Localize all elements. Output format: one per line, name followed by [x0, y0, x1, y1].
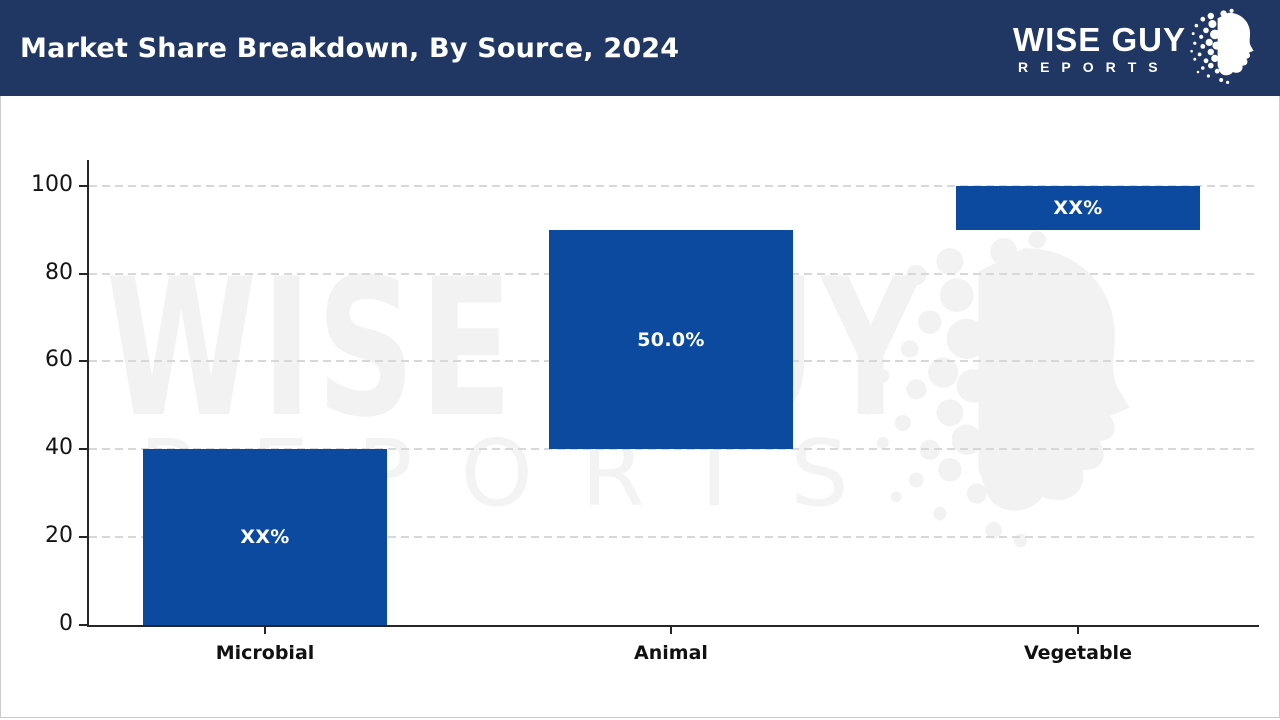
- x-axis-tick-mark: [1077, 627, 1079, 634]
- y-axis-tick-mark: [79, 184, 88, 187]
- y-axis-tick-mark: [79, 536, 88, 539]
- gridline: [89, 184, 1259, 187]
- bar-chart: 0 20 40 60 80 100 XX% Microbial 50.0% Animal XX% Ve…: [1, 96, 1279, 717]
- y-axis-tick-label: 0: [59, 611, 73, 636]
- y-axis-tick-label: 40: [45, 435, 73, 461]
- bar-microbial: XX%: [143, 449, 387, 625]
- x-axis-tick-mark: [670, 627, 672, 634]
- x-axis-tick-mark: [264, 627, 266, 634]
- y-axis-tick-mark: [79, 448, 88, 451]
- brand-subtitle: REPORTS: [1017, 58, 1170, 75]
- y-axis-line: [87, 160, 89, 627]
- page-title: Market Share Breakdown, By Source, 2024: [20, 32, 680, 64]
- brand-name: WISE GUY: [1012, 20, 1186, 58]
- y-axis-tick-mark: [79, 272, 88, 275]
- brand-logo-text: WISE GUY REPORTS: [1013, 23, 1186, 74]
- x-axis-line: [87, 625, 1259, 627]
- y-axis-tick-label: 20: [45, 523, 73, 549]
- header: Market Share Breakdown, By Source, 2024 …: [0, 0, 1280, 96]
- x-axis-category-label: Microbial: [215, 642, 315, 664]
- bar-value-label: XX%: [1053, 196, 1103, 219]
- brand-logo: WISE GUY REPORTS: [1013, 8, 1262, 88]
- chart-canvas: WISE GUY REPORTS 0 20 40 60 80 100 XX% Microbia…: [0, 96, 1280, 718]
- gridline: [89, 448, 1259, 451]
- bar-value-label: XX%: [240, 526, 290, 549]
- y-axis-tick-label: 80: [45, 259, 73, 285]
- x-axis-category-label: Vegetable: [1024, 642, 1132, 664]
- bar-value-label: 50.0%: [637, 328, 705, 351]
- y-axis-tick-label: 100: [31, 171, 73, 197]
- gridline: [89, 536, 1259, 539]
- head-profile-icon: [1190, 8, 1254, 84]
- y-axis-tick-mark: [79, 360, 88, 363]
- bar-animal: 50.0%: [549, 229, 793, 450]
- x-axis-category-label: Animal: [634, 642, 708, 664]
- y-axis-tick-mark: [79, 624, 88, 626]
- bar-vegetable: XX%: [956, 185, 1200, 230]
- y-axis-tick-label: 60: [45, 347, 73, 373]
